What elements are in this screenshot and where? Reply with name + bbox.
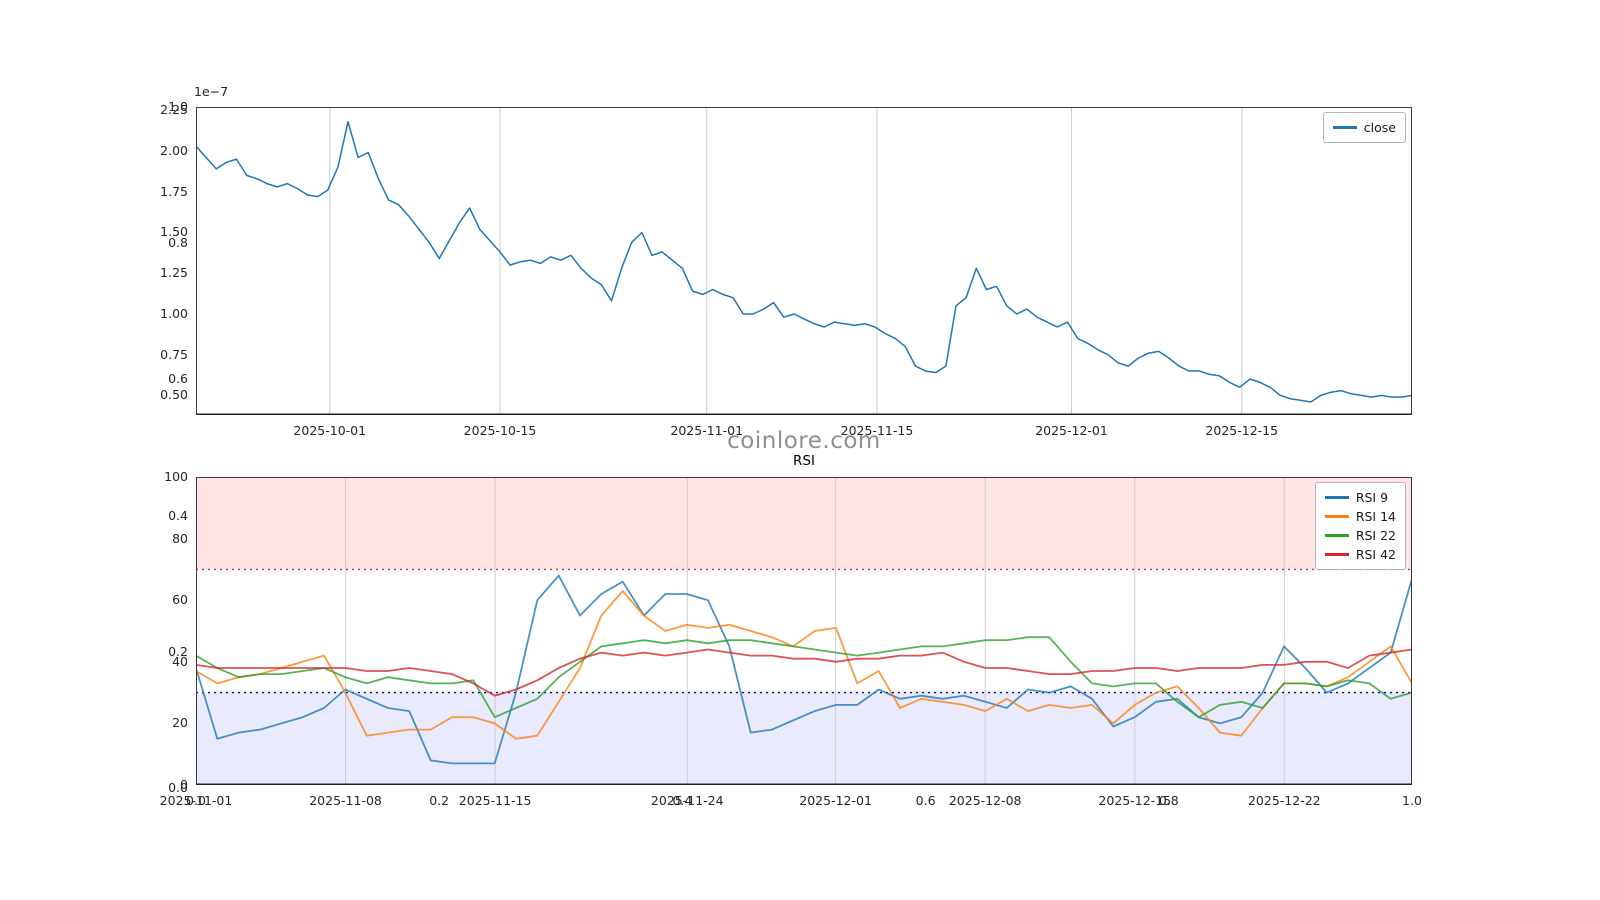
rsi22-line-swatch: [1324, 534, 1349, 537]
legend-item-rsi22: RSI 22: [1324, 526, 1396, 545]
y-tick-label: 40: [172, 653, 188, 669]
y-tick-label: 0: [180, 777, 188, 792]
x-tick-label: 2025-10-01: [293, 423, 367, 438]
rsi14-line-swatch: [1324, 515, 1349, 518]
rsi-chart-title: RSI: [793, 453, 815, 469]
y-axis-offset-label: 1e−7: [194, 84, 229, 99]
y-tick-label: 1.75: [160, 183, 188, 199]
legend-item-rsi42: RSI 42: [1324, 545, 1396, 564]
x-tick-label: 2025-11-01: [670, 423, 744, 438]
ghost-y-label: 0.4: [168, 507, 188, 523]
x-tick-label: 2025-12-08: [948, 793, 1022, 808]
y-tick-label: 0.50: [160, 387, 188, 403]
x-tick-label: 2025-10-15: [463, 423, 537, 438]
ghost-y-label: 0.6: [168, 371, 188, 387]
rsi42-line-swatch: [1324, 553, 1349, 556]
ghost-y-label: 0.2: [168, 643, 188, 659]
watermark: coinlore.com: [727, 428, 881, 454]
y-tick-label: 1.25: [160, 265, 188, 281]
y-tick-label: 100: [164, 469, 188, 484]
x-tick-label: 2025-12-22: [1247, 793, 1321, 808]
y-tick-label: 60: [172, 592, 188, 608]
y-tick-label: 0.75: [160, 346, 188, 362]
close-line-swatch: [1332, 126, 1357, 129]
x-tick-label: 2025-11-15: [458, 793, 532, 808]
legend-label-rsi9: RSI 9: [1355, 490, 1389, 505]
x-tick-label: 2025-12-01: [1035, 423, 1108, 438]
rsi-chart-svg: [196, 477, 1412, 785]
legend-label-rsi14: RSI 14: [1355, 509, 1396, 524]
x-tick-label: 2025-11-08: [309, 793, 382, 808]
y-tick-label: 2.00: [160, 143, 188, 158]
ghost-y-label: 0.0: [168, 780, 188, 795]
y-tick-label: 20: [172, 715, 188, 731]
legend-label-rsi42: RSI 42: [1355, 547, 1396, 562]
y-tick-label: 1.50: [160, 224, 188, 240]
price-chart-svg: [196, 107, 1412, 415]
x-tick-label: 2025-12-01: [799, 793, 872, 808]
rsi-legend: RSI 9 RSI 14 RSI 22 RSI 42: [1314, 482, 1406, 570]
legend-item-rsi14: RSI 14: [1324, 507, 1396, 526]
ghost-x-label: 0.8: [1158, 793, 1179, 808]
ghost-x-label: 0.0: [186, 793, 206, 808]
ghost-y-label: 0.8: [168, 235, 188, 251]
ghost-y-label: 1.0: [168, 99, 188, 114]
legend-label-rsi22: RSI 22: [1355, 528, 1396, 543]
x-tick-label: 2025-12-15: [1098, 793, 1172, 808]
legend-item-rsi9: RSI 9: [1324, 488, 1396, 507]
legend-label-close: close: [1363, 120, 1396, 135]
y-tick-label: 2.25: [160, 102, 188, 118]
y-tick-label: 80: [172, 530, 188, 546]
ghost-x-label: 0.4: [672, 793, 693, 808]
x-tick-label: 2025-12-15: [1205, 423, 1279, 438]
rsi-plot-area: [196, 477, 1412, 785]
ghost-x-label: 1.0: [1402, 793, 1422, 808]
legend-item-close: close: [1332, 118, 1396, 137]
price-plot-area: [196, 107, 1412, 415]
rsi9-line-swatch: [1324, 496, 1349, 499]
price-legend: close: [1322, 112, 1406, 143]
x-tick-label: 2025-11-15: [840, 423, 914, 438]
ghost-x-label: 0.6: [915, 793, 936, 808]
ghost-x-label: 0.2: [429, 793, 450, 808]
y-tick-label: 1.00: [160, 305, 188, 321]
x-tick-label: 2025-11-01: [159, 793, 233, 808]
x-tick-label: 2025-11-24: [650, 793, 724, 808]
